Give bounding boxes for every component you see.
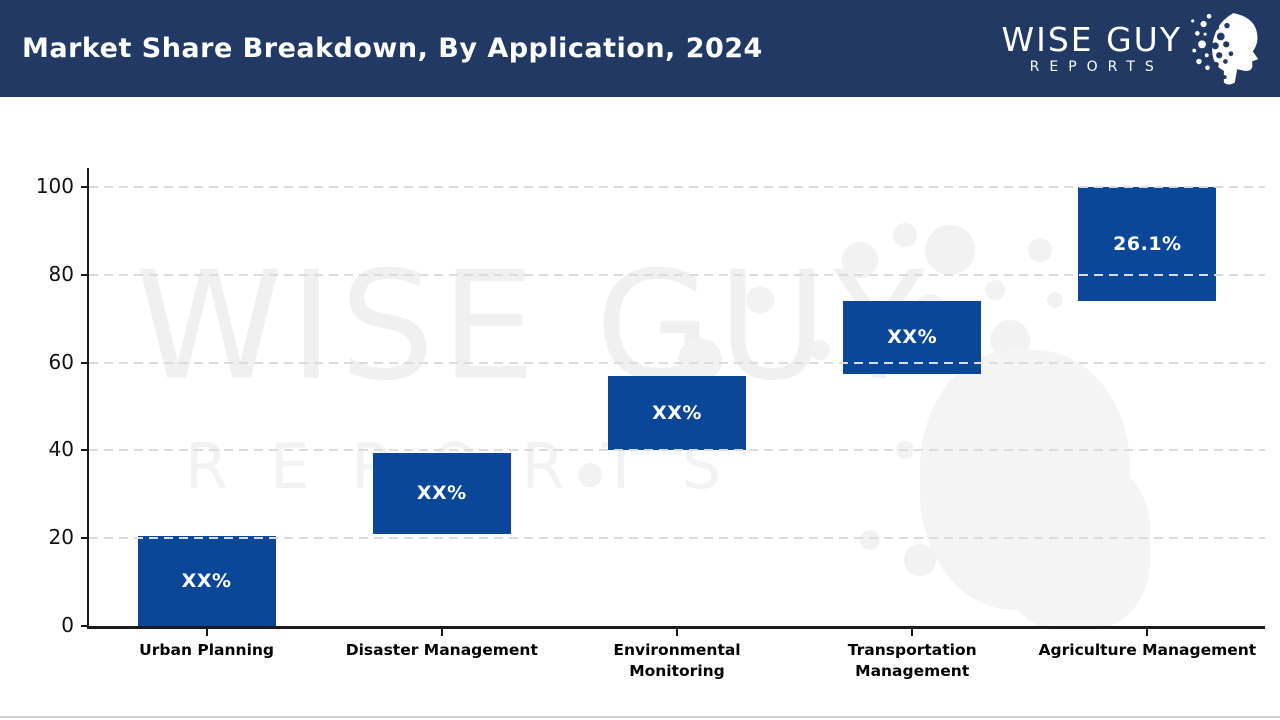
gridline-60 [89, 361, 1265, 364]
x-tick-2 [676, 629, 678, 636]
bar-value-label: XX% [652, 402, 702, 424]
x-tick-1 [440, 629, 443, 636]
y-tick-label-100: 100 [35, 173, 74, 198]
bar-disaster-management: XX% [372, 452, 511, 534]
watermark-dot [578, 463, 602, 487]
watermark-dot [893, 223, 917, 247]
x-category-label: Urban Planning [139, 641, 275, 659]
gridline-20 [89, 537, 1265, 540]
wiseguy-logo-head-icon [1191, 12, 1259, 84]
watermark-dot [925, 225, 975, 275]
bar-value-label: XX% [887, 326, 938, 349]
y-tick-60 [81, 361, 88, 364]
gridline-80 [89, 273, 1265, 276]
header-bar: Market Share Breakdown, By Application, … [0, 0, 1280, 97]
y-tick-20 [81, 537, 88, 540]
watermark-dot [904, 544, 936, 576]
y-tick-label-80: 80 [48, 261, 74, 286]
footer-divider [0, 716, 1280, 718]
bar-agriculture-management: 26.1% [1078, 186, 1217, 302]
watermark-dot [985, 280, 1005, 300]
watermark-dot [860, 530, 880, 550]
y-tick-100 [81, 185, 88, 188]
watermark-dot [1028, 238, 1052, 262]
x-tick-4 [1146, 629, 1149, 636]
y-tick-0 [81, 625, 88, 627]
bar-value-label: XX% [416, 482, 467, 505]
y-tick-80 [81, 273, 88, 276]
page-title: Market Share Breakdown, By Application, … [22, 33, 763, 64]
y-tick-label-0: 0 [61, 613, 74, 637]
x-category-label: Agriculture Management [1038, 641, 1257, 659]
gridline-40 [89, 449, 1265, 452]
x-tick-0 [205, 629, 208, 636]
x-category-label: Transportation Management [847, 641, 977, 680]
x-category-label: Environmental Monitoring [613, 641, 741, 680]
logo-wiseguy-label: WISE GUY [1001, 19, 1182, 59]
x-tick-3 [911, 629, 914, 636]
x-category-label: Disaster Management [345, 641, 538, 659]
y-axis-line [87, 168, 89, 629]
y-tick-label-20: 20 [48, 525, 74, 550]
bar-value-label: 26.1% [1113, 233, 1182, 256]
watermark-dot [842, 242, 878, 278]
bar-transportation-management: XX% [843, 301, 982, 374]
watermark-dot [746, 286, 774, 314]
logo-reports-label: REPORTS [1029, 58, 1164, 75]
bar-urban-planning: XX% [137, 535, 276, 626]
wiseguy-logo-text: WISE GUY REPORTS [1001, 19, 1182, 75]
wiseguy-logo: WISE GUY REPORTS [1001, 0, 1266, 97]
bar-environmental-monitoring: XX% [608, 375, 746, 451]
watermark-dot [678, 338, 722, 382]
watermark-dot [1047, 292, 1063, 308]
y-tick-label-60: 60 [48, 349, 74, 374]
x-axis-line [87, 626, 1265, 629]
y-tick-40 [81, 449, 88, 452]
y-tick-label-40: 40 [48, 437, 74, 462]
bar-value-label: XX% [181, 569, 232, 592]
watermark-dot [810, 340, 830, 360]
gridline-100 [89, 185, 1265, 188]
watermark-head-blob [1000, 460, 1150, 630]
